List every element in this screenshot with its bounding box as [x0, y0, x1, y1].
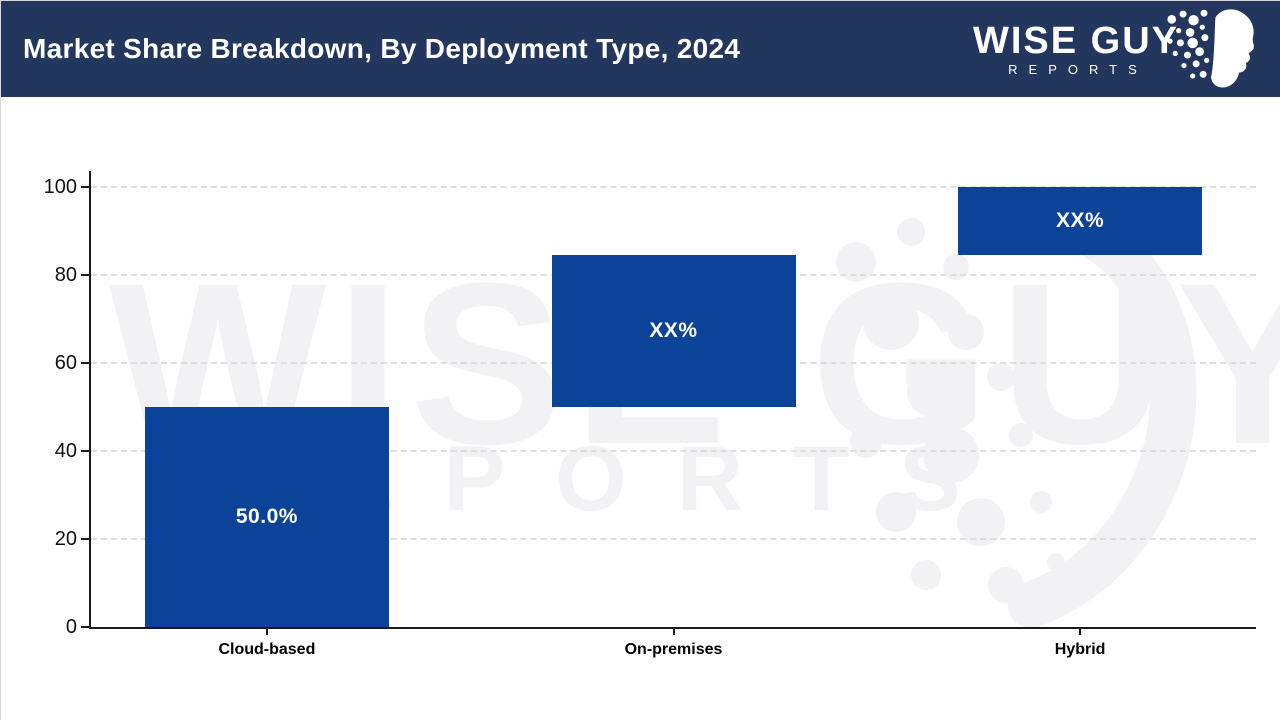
- x-tick-mark: [1079, 627, 1082, 635]
- plot-area: 0 20 40 60 80 100 50.0% Cloud-based XX% On-premis…: [44, 171, 1256, 658]
- bar: XX%: [551, 255, 796, 407]
- y-tick-mark: [81, 626, 89, 628]
- y-tick-mark: [81, 362, 89, 364]
- bar-value-label: XX%: [1055, 209, 1105, 233]
- y-tick-mark: [81, 450, 89, 452]
- bar: XX%: [958, 187, 1203, 256]
- dotted-head-icon: [1167, 9, 1254, 88]
- y-tick-mark: [81, 186, 89, 188]
- header-bar: Market Share Breakdown, By Deployment Ty…: [1, 1, 1280, 97]
- page-title: Market Share Breakdown, By Deployment Ty…: [23, 33, 741, 64]
- bar-value-label: XX%: [649, 319, 698, 343]
- chart-area: WISE GUY REPORTS 0 20 40 60 80 100 50.0% Cloud-…: [1, 97, 1280, 721]
- gridline: [91, 450, 1256, 452]
- bar: 50.0%: [144, 407, 389, 627]
- x-tick-mark: [672, 627, 675, 635]
- brand-logo: WISE GUY REPORTS: [973, 5, 1259, 93]
- y-tick-label: 0: [65, 616, 77, 638]
- y-tick-label: 80: [54, 264, 77, 286]
- x-axis-category-label: On-premises: [624, 641, 723, 658]
- brand-name: WISE GUY: [972, 20, 1179, 62]
- y-tick-label: 40: [54, 440, 77, 462]
- y-tick-label: 20: [54, 528, 77, 550]
- y-tick-mark: [81, 538, 89, 540]
- y-tick-mark: [81, 274, 89, 276]
- y-tick-label: 60: [54, 352, 77, 374]
- x-tick-mark: [265, 627, 268, 635]
- brand-logo-text: WISE GUY REPORTS: [973, 22, 1179, 76]
- y-tick-label: 100: [43, 176, 77, 198]
- gridline: [91, 186, 1256, 188]
- x-axis-category-label: Hybrid: [1054, 641, 1106, 658]
- gridline: [91, 538, 1256, 540]
- x-axis-category-label: Cloud-based: [218, 641, 316, 658]
- brand-subname: REPORTS: [1008, 62, 1148, 77]
- bar-value-label: 50.0%: [235, 505, 298, 528]
